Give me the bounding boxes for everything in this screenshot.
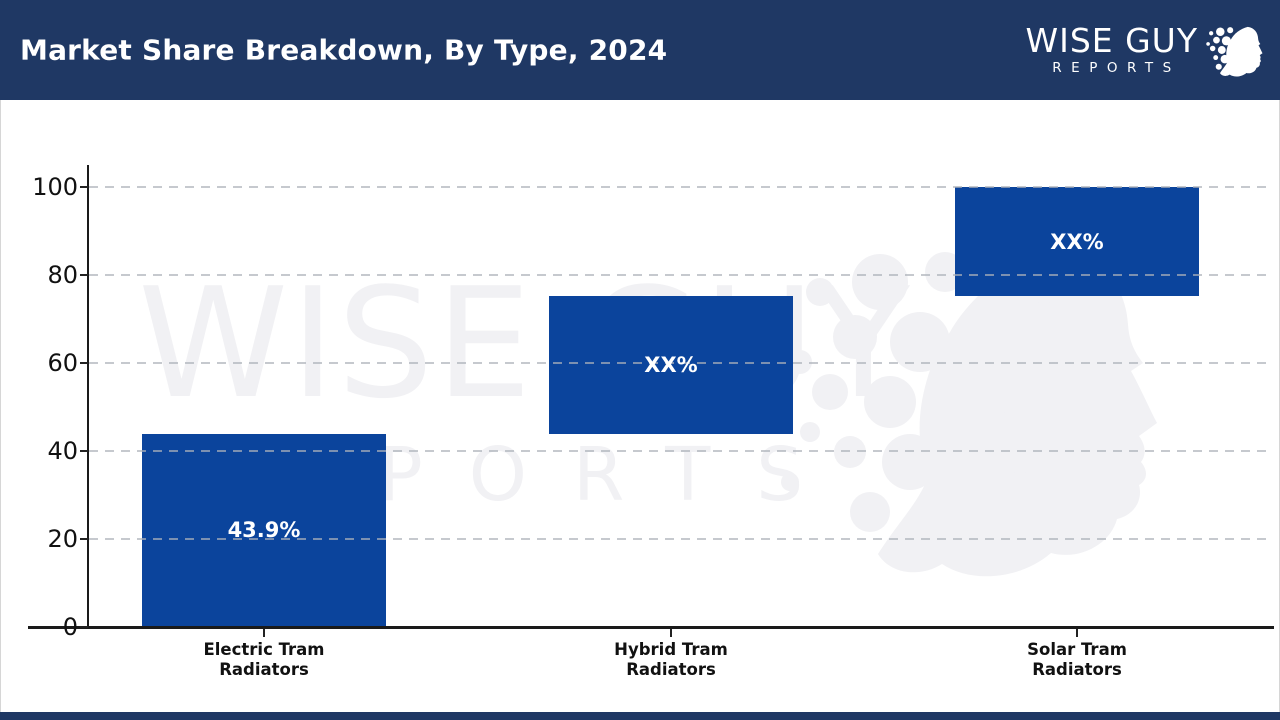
y-tick-mark <box>80 538 88 540</box>
y-tick-label: 100 <box>32 173 78 201</box>
y-tick-mark <box>80 186 88 188</box>
brand-subtitle: REPORTS <box>1052 60 1181 77</box>
bar-value-label: XX% <box>644 352 698 377</box>
y-tick-mark <box>80 450 88 452</box>
y-tick-mark <box>80 626 88 628</box>
page-title: Market Share Breakdown, By Type, 2024 <box>20 33 668 67</box>
x-tick-mark <box>1076 629 1078 637</box>
x-tick-mark <box>670 629 672 637</box>
y-tick-label: 20 <box>47 525 78 553</box>
y-tick-mark <box>80 362 88 364</box>
header-bar: Market Share Breakdown, By Type, 2024 WI… <box>0 0 1280 100</box>
category-label: Electric Tram Radiators <box>203 640 325 679</box>
footer-bar <box>0 712 1280 720</box>
gridline <box>89 450 1272 452</box>
brand-dotted-head-icon <box>1206 26 1263 77</box>
y-tick-label: 80 <box>47 261 78 289</box>
y-tick-label: 40 <box>47 437 78 465</box>
gridline <box>89 274 1272 276</box>
gridline <box>89 538 1272 540</box>
x-axis-line <box>28 626 1274 629</box>
brand-name: WISE GUY <box>1025 20 1198 60</box>
gridline <box>89 362 1272 364</box>
bar <box>142 433 386 627</box>
category-label: Hybrid Tram Radiators <box>614 640 728 679</box>
y-tick-label: 0 <box>62 613 78 641</box>
brand-logo-text: WISE GUY REPORTS <box>1025 20 1198 77</box>
x-tick-mark <box>263 629 265 637</box>
bar-value-label: 43.9% <box>227 518 301 543</box>
bar-value-label: XX% <box>1050 229 1104 254</box>
gridline <box>89 186 1272 188</box>
category-label: Solar Tram Radiators <box>1027 640 1127 679</box>
bar <box>549 296 793 434</box>
watermark-dotted-head-icon <box>781 250 1157 577</box>
y-tick-mark <box>80 274 88 276</box>
y-tick-label: 60 <box>47 349 78 377</box>
y-axis-line <box>87 165 89 629</box>
bar <box>955 187 1199 297</box>
brand-logo: WISE GUY REPORTS <box>1025 11 1266 89</box>
